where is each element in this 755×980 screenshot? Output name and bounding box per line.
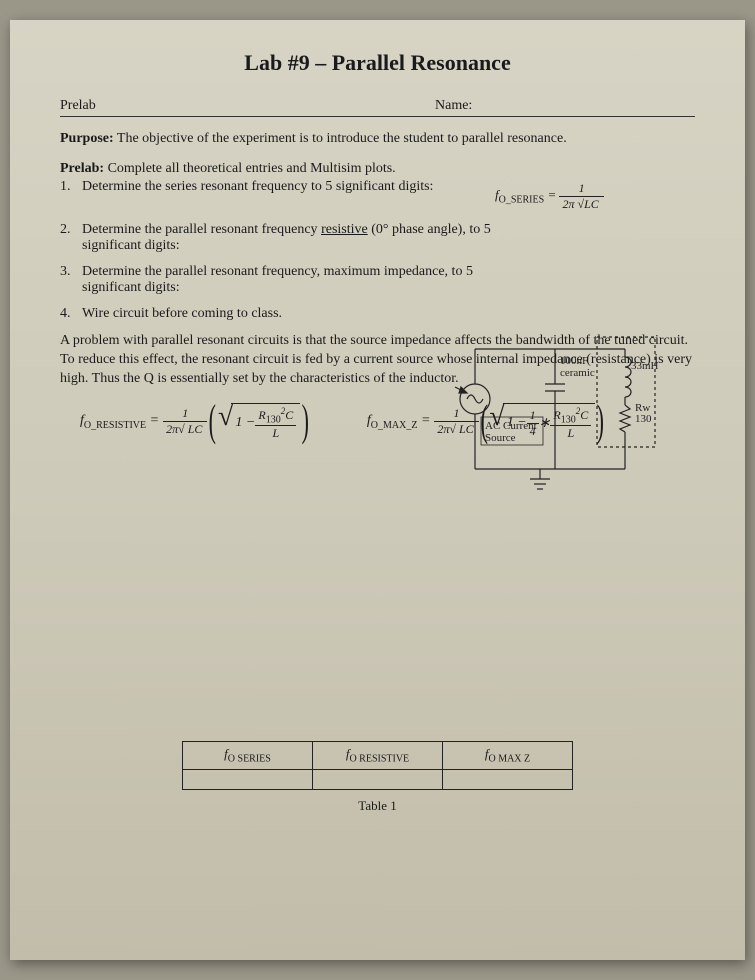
table-header-row: fO SERIES fO RESISTIVE fO MAX Z (183, 742, 573, 770)
lab-document-page: Lab #9 – Parallel Resonance Prelab Name:… (10, 20, 745, 960)
prelab-label: Prelab: (60, 161, 104, 176)
cell-series (183, 769, 313, 789)
purpose-label: Purpose: (60, 131, 114, 146)
cell-maxz (443, 769, 573, 789)
document-title: Lab #9 – Parallel Resonance (60, 50, 695, 76)
purpose-text: The objective of the experiment is to in… (114, 131, 567, 146)
prelab-header-label: Prelab (60, 98, 96, 114)
question-3: 3. Determine the parallel resonant frequ… (60, 264, 695, 296)
content-area: Prelab: Complete all theoretical entries… (60, 161, 695, 814)
q1-text: Determine the series resonant frequency … (82, 179, 495, 195)
q3-text: Determine the parallel resonant frequenc… (82, 264, 502, 296)
table-1-wrap: fO SERIES fO RESISTIVE fO MAX Z Table 1 (60, 741, 695, 814)
question-2: 2. Determine the parallel resonant frequ… (60, 222, 695, 254)
purpose-line: Purpose: The objective of the experiment… (60, 131, 695, 147)
table-caption: Table 1 (358, 798, 396, 814)
ind-value: 33mH (631, 360, 659, 372)
q2-num: 2. (60, 222, 82, 238)
th-maxz: fO MAX Z (443, 742, 573, 770)
source-label-a: AC Current (485, 420, 537, 432)
q2-text: Determine the parallel resonant frequenc… (82, 222, 502, 254)
cap-label: ceramic (560, 367, 595, 379)
prelab-intro: Prelab: Complete all theoretical entries… (60, 161, 695, 177)
formula-series: fO_SERIES = 12π√LC (495, 179, 695, 212)
circuit-diagram: 100nF ceramic 33mH Rw 130 AC Current Sou… (445, 329, 665, 504)
formulas-row: fO_RESISTIVE = 12π√LC ( √1 − R1302CL ) f… (80, 403, 695, 441)
th-resistive: fO RESISTIVE (313, 742, 443, 770)
header-spacer (96, 98, 435, 114)
prelab-intro-text: Complete all theoretical entries and Mul… (104, 161, 396, 176)
q4-text: Wire circuit before coming to class. (82, 306, 695, 322)
source-label-b: Source (485, 432, 516, 444)
table-data-row (183, 769, 573, 789)
name-header-label: Name: (435, 98, 695, 114)
cell-resistive (313, 769, 443, 789)
cap-value: 100nF (560, 355, 588, 367)
question-4: 4. Wire circuit before coming to class. (60, 306, 695, 322)
q1-num: 1. (60, 179, 82, 195)
question-1: 1. Determine the series resonant frequen… (60, 179, 695, 212)
q3-num: 3. (60, 264, 82, 280)
formula-resistive: fO_RESISTIVE = 12π√LC ( √1 − R1302CL ) (80, 403, 307, 441)
res-value: 130 (635, 413, 652, 425)
q4-num: 4. (60, 306, 82, 322)
header-line: Prelab Name: (60, 98, 695, 117)
th-series: fO SERIES (183, 742, 313, 770)
results-table: fO SERIES fO RESISTIVE fO MAX Z (182, 741, 573, 790)
